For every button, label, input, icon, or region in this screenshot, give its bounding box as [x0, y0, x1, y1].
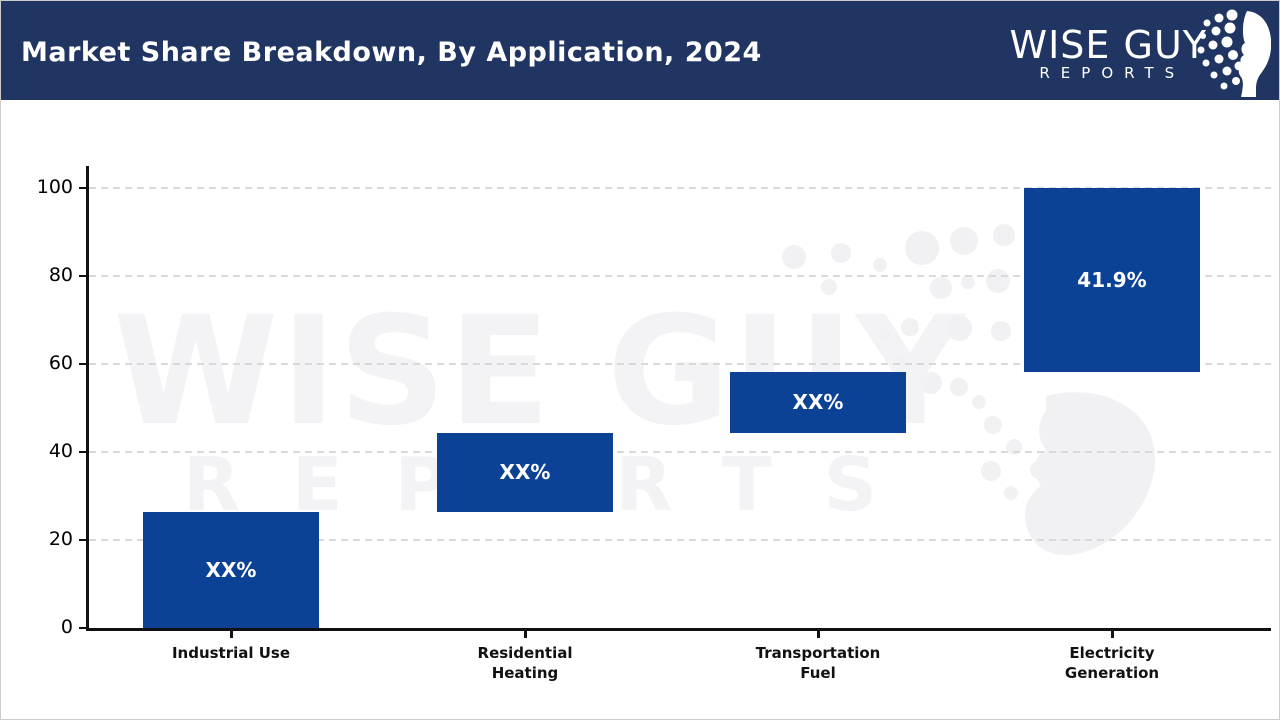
logo-subtitle: REPORTS	[1039, 64, 1186, 82]
chart-bar-transportation-fuel: XX%	[730, 372, 906, 433]
bar-value-label-transportation-fuel: XX%	[792, 390, 844, 415]
dotted-face-icon	[1197, 9, 1271, 97]
y-tick-label-0: 0	[60, 616, 73, 638]
chart-area: WISE GUY REPORTS 020406080100XX%Industri…	[1, 100, 1279, 719]
gridline-40	[89, 451, 1271, 453]
logo-wordmark: WISE GUY	[1009, 23, 1207, 67]
logo-text: WISE GUY REPORTS	[1010, 24, 1207, 82]
y-tick-20	[79, 539, 89, 541]
chart-bar-industrial-use: XX%	[143, 512, 319, 628]
gridline-20	[89, 539, 1271, 541]
wise-guy-logo: WISE GUY REPORTS	[1010, 9, 1271, 97]
x-tick-industrial-use	[230, 628, 233, 638]
y-tick-label-20: 20	[48, 528, 73, 550]
x-axis-label-residential-heating: Residential Heating	[477, 644, 573, 682]
x-axis-line	[86, 628, 1271, 631]
y-tick-0	[79, 627, 89, 629]
bar-value-label-residential-heating: XX%	[499, 460, 551, 485]
page-title: Market Share Breakdown, By Application, …	[21, 37, 762, 68]
x-tick-electricity-generation	[1111, 628, 1114, 638]
header-bar: Market Share Breakdown, By Application, …	[1, 1, 1279, 100]
x-tick-transportation-fuel	[817, 628, 820, 638]
y-tick-label-40: 40	[48, 440, 73, 462]
y-tick-60	[79, 363, 89, 365]
gridline-80	[89, 275, 1271, 277]
y-tick-40	[79, 451, 89, 453]
y-tick-100	[79, 187, 89, 189]
y-tick-80	[79, 275, 89, 277]
y-tick-label-60: 60	[48, 352, 73, 374]
y-tick-label-80: 80	[48, 264, 73, 286]
x-axis-label-electricity-generation: Electricity Generation	[1064, 644, 1160, 682]
x-axis-label-industrial-use: Industrial Use	[171, 644, 291, 662]
bar-value-label-electricity-generation: 41.9%	[1077, 268, 1147, 293]
x-axis-label-transportation-fuel: Transportation Fuel	[755, 644, 881, 682]
gridline-100	[89, 187, 1271, 189]
y-axis-line	[86, 166, 89, 631]
y-tick-label-100: 100	[36, 176, 73, 198]
chart-bar-residential-heating: XX%	[437, 432, 613, 513]
x-tick-residential-heating	[524, 628, 527, 638]
bar-value-label-industrial-use: XX%	[205, 558, 257, 583]
chart-bar-electricity-generation: 41.9%	[1024, 188, 1200, 373]
gridline-60	[89, 363, 1271, 365]
